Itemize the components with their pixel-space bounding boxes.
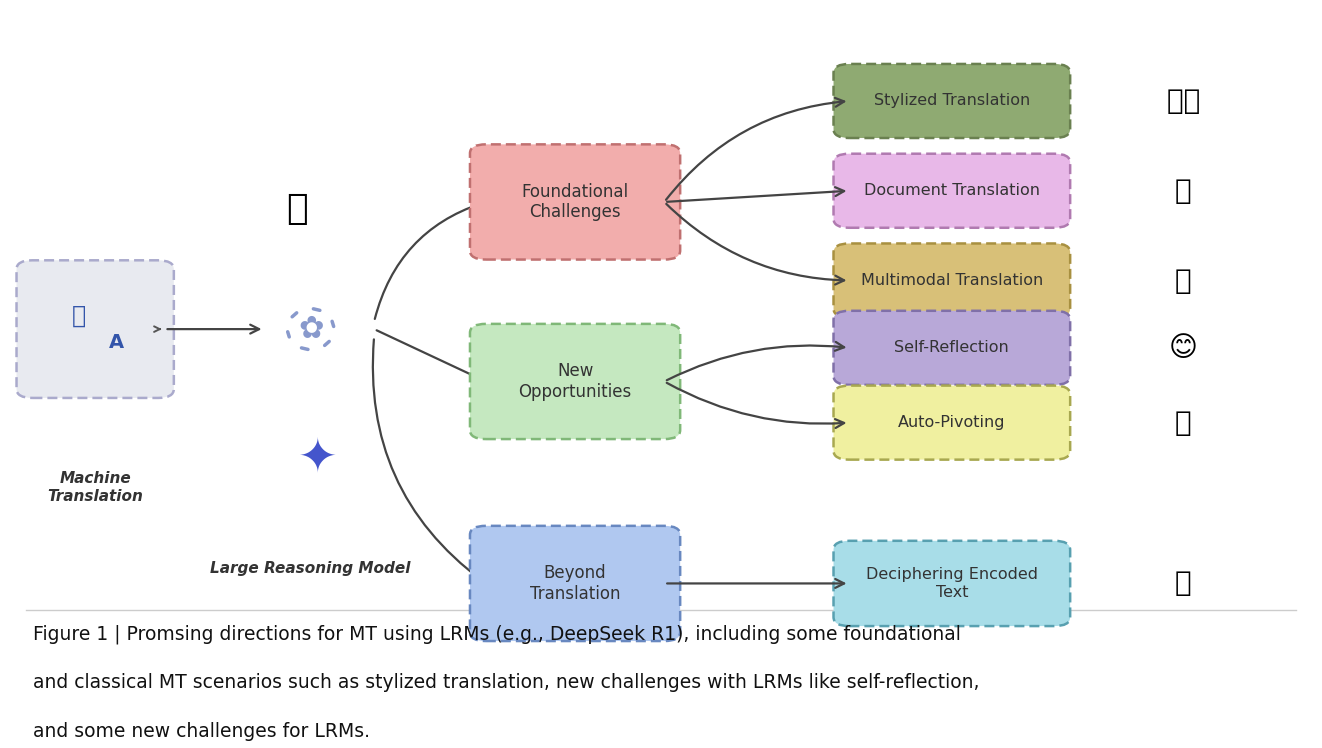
Text: and classical MT scenarios such as stylized translation, new challenges with LRM: and classical MT scenarios such as styli… xyxy=(33,673,980,692)
Text: 📕: 📕 xyxy=(1175,177,1191,205)
Text: Figure 1 | Promsing directions for MT using LRMs (e.g., DeepSeek R1), including : Figure 1 | Promsing directions for MT us… xyxy=(33,625,961,644)
Text: 🌍: 🌍 xyxy=(1175,408,1191,437)
Text: Multimodal Translation: Multimodal Translation xyxy=(861,273,1043,288)
FancyBboxPatch shape xyxy=(471,526,680,641)
Text: Beyond
Translation: Beyond Translation xyxy=(530,564,620,603)
FancyBboxPatch shape xyxy=(833,154,1069,227)
FancyBboxPatch shape xyxy=(833,386,1069,459)
Text: Machine
Translation: Machine Translation xyxy=(48,471,143,503)
Text: Foundational
Challenges: Foundational Challenges xyxy=(521,183,629,221)
Text: Self-Reflection: Self-Reflection xyxy=(895,340,1009,355)
FancyBboxPatch shape xyxy=(833,541,1069,626)
Text: Large Reasoning Model: Large Reasoning Model xyxy=(210,561,411,576)
FancyBboxPatch shape xyxy=(16,260,173,398)
FancyBboxPatch shape xyxy=(833,311,1069,384)
Text: 文: 文 xyxy=(73,304,86,328)
Text: ✦: ✦ xyxy=(297,438,337,482)
Text: New
Opportunities: New Opportunities xyxy=(518,362,632,401)
FancyBboxPatch shape xyxy=(471,324,680,439)
FancyBboxPatch shape xyxy=(833,244,1069,318)
Text: and some new challenges for LRMs.: and some new challenges for LRMs. xyxy=(33,722,370,741)
Text: 🔑: 🔑 xyxy=(1175,569,1191,598)
Text: Stylized Translation: Stylized Translation xyxy=(874,94,1030,108)
Text: A: A xyxy=(108,333,124,352)
Text: Deciphering Encoded
Text: Deciphering Encoded Text xyxy=(866,567,1038,600)
Text: Auto-Pivoting: Auto-Pivoting xyxy=(898,415,1006,430)
FancyBboxPatch shape xyxy=(833,64,1069,138)
FancyBboxPatch shape xyxy=(471,144,680,260)
Text: 🐳: 🐳 xyxy=(287,192,308,227)
Text: ✿: ✿ xyxy=(297,315,324,343)
Text: 😊: 😊 xyxy=(1169,334,1198,362)
Text: 🖼️: 🖼️ xyxy=(1175,266,1191,295)
Text: 🧑‍💻: 🧑‍💻 xyxy=(1166,87,1200,115)
Text: Document Translation: Document Translation xyxy=(863,183,1040,198)
